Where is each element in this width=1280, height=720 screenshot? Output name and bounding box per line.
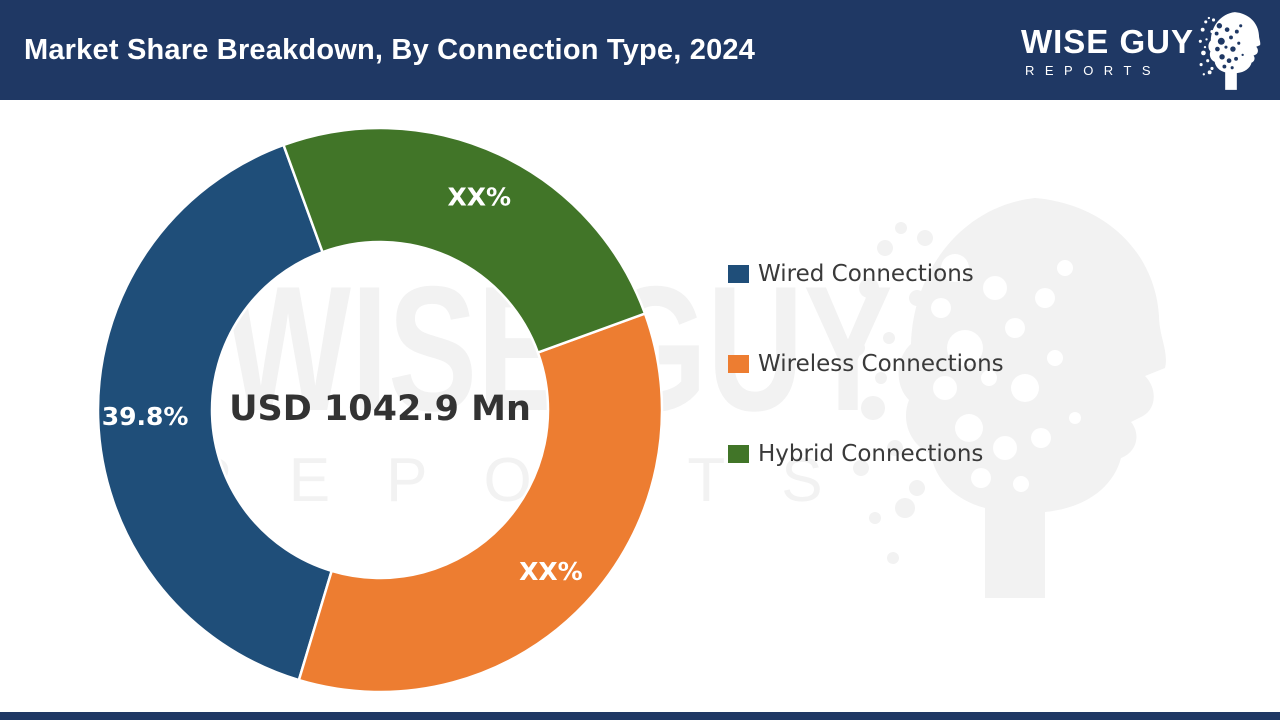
donut-segment-0 (96, 143, 334, 682)
brand-subtitle: REPORTS (1024, 63, 1162, 78)
legend-label-wired: Wired Connections (758, 261, 974, 287)
hybrid-swatch (728, 445, 749, 463)
brand-logo-text: WISE GUY REPORTS (1020, 23, 1194, 79)
wireless-segment-label: XX% (519, 557, 583, 586)
chart-legend: Wired Connections Wireless Connections H… (728, 257, 1004, 527)
donut-chart: 39.8% XX% XX% USD 1042.9 Mn (96, 126, 664, 694)
wired-segment-label: 39.8% (102, 402, 189, 431)
donut-segment-1 (297, 311, 664, 694)
watermark-text-reports: REPORTS (188, 450, 879, 512)
legend-item-hybrid: Hybrid Connections (728, 437, 1004, 471)
legend-item-wired: Wired Connections (728, 257, 1004, 291)
legend-label-hybrid: Hybrid Connections (758, 441, 984, 467)
donut-center-value: USD 1042.9 Mn (229, 389, 531, 429)
watermark-head-icon (849, 198, 1166, 598)
chart-area: WISE GUY REPORTS 39 (0, 100, 1280, 712)
hybrid-segment-label: XX% (447, 183, 511, 212)
page-title: Market Share Breakdown, By Connection Ty… (24, 33, 756, 66)
donut-wedges (96, 126, 664, 694)
donut-segment-2 (281, 126, 647, 355)
brand-logo: WISE GUY REPORTS (1021, 10, 1264, 92)
scatter-dots (1198, 16, 1216, 76)
header-bar: Market Share Breakdown, By Connection Ty… (0, 0, 1280, 100)
head-hole-dots (931, 254, 1081, 492)
wireless-swatch (728, 355, 749, 373)
wired-swatch (728, 265, 749, 283)
footer-bar (0, 712, 1280, 720)
brand-name: WISE GUY (1020, 23, 1194, 60)
brand-head-icon (1198, 12, 1261, 90)
legend-item-wireless: Wireless Connections (728, 347, 1004, 381)
head-hole-dots (1214, 23, 1244, 70)
legend-label-wireless: Wireless Connections (758, 351, 1004, 377)
